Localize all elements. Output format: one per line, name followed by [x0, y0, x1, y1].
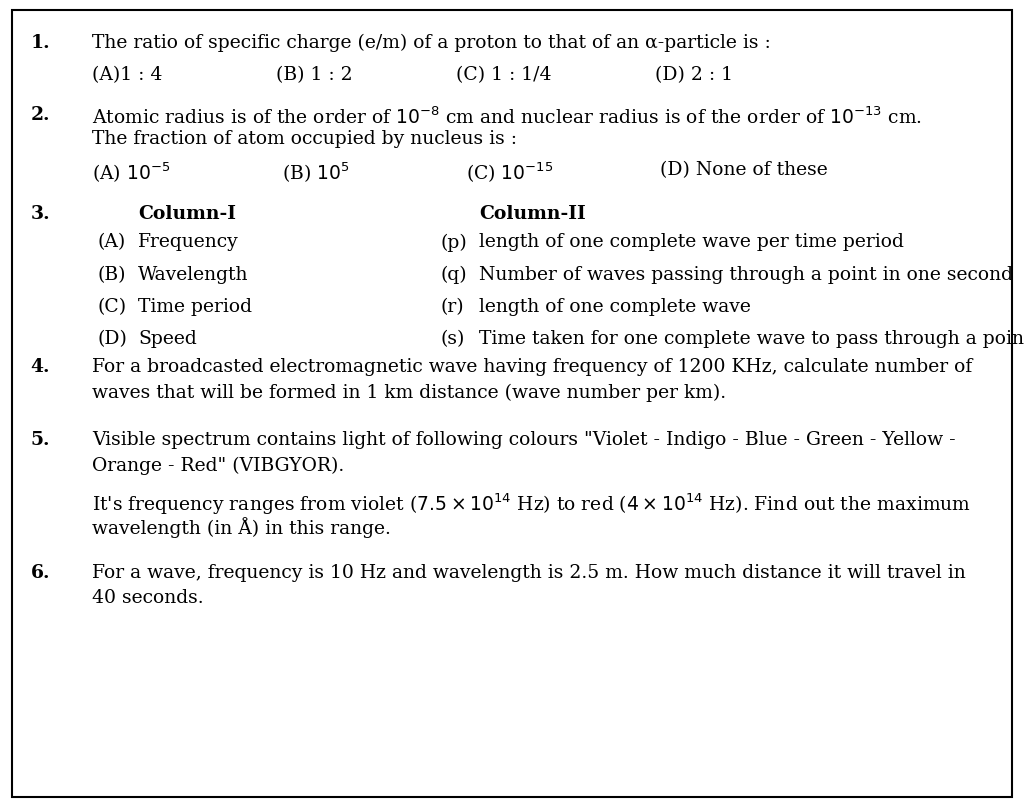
Text: (D) None of these: (D) None of these	[660, 161, 828, 179]
Text: 4.: 4.	[31, 358, 50, 376]
Text: waves that will be formed in 1 km distance (wave number per km).: waves that will be formed in 1 km distan…	[92, 384, 726, 402]
Text: (C): (C)	[97, 298, 126, 316]
Text: length of one complete wave: length of one complete wave	[479, 298, 752, 316]
Text: Time taken for one complete wave to pass through a point.: Time taken for one complete wave to pass…	[479, 330, 1024, 348]
Text: Frequency: Frequency	[138, 233, 239, 251]
Text: (C) $10^{-15}$: (C) $10^{-15}$	[466, 161, 553, 185]
Text: 3.: 3.	[31, 205, 50, 223]
Text: (B): (B)	[97, 266, 126, 283]
Text: Orange - Red" (VIBGYOR).: Orange - Red" (VIBGYOR).	[92, 456, 344, 475]
Text: The fraction of atom occupied by nucleus is :: The fraction of atom occupied by nucleus…	[92, 130, 517, 148]
Text: (s): (s)	[440, 330, 465, 348]
Text: 40 seconds.: 40 seconds.	[92, 589, 204, 607]
Text: length of one complete wave per time period: length of one complete wave per time per…	[479, 233, 904, 251]
Text: Number of waves passing through a point in one second: Number of waves passing through a point …	[479, 266, 1013, 283]
Text: 1.: 1.	[31, 34, 50, 52]
Text: It's frequency ranges from violet ($7.5 \times 10^{14}$ Hz) to red ($4 \times 10: It's frequency ranges from violet ($7.5 …	[92, 491, 971, 517]
Text: Wavelength: Wavelength	[138, 266, 249, 283]
Text: (q): (q)	[440, 266, 467, 284]
Text: Column-II: Column-II	[479, 205, 586, 223]
Text: wavelength (in Å) in this range.: wavelength (in Å) in this range.	[92, 517, 391, 538]
Text: The ratio of specific charge (e/m) of a proton to that of an α-particle is :: The ratio of specific charge (e/m) of a …	[92, 34, 771, 52]
Text: (B) $10^{5}$: (B) $10^{5}$	[282, 161, 349, 185]
Text: Column-I: Column-I	[138, 205, 237, 223]
Text: (D): (D)	[97, 330, 127, 348]
Text: Visible spectrum contains light of following colours "Violet - Indigo - Blue - G: Visible spectrum contains light of follo…	[92, 431, 955, 448]
Text: (r): (r)	[440, 298, 464, 316]
Text: Atomic radius is of the order of $10^{-8}$ cm and nuclear radius is of the order: Atomic radius is of the order of $10^{-8…	[92, 106, 923, 128]
Text: For a broadcasted electromagnetic wave having frequency of 1200 KHz, calculate n: For a broadcasted electromagnetic wave h…	[92, 358, 973, 376]
Text: (p): (p)	[440, 233, 467, 252]
Text: (B) 1 : 2: (B) 1 : 2	[276, 66, 353, 84]
Text: 2.: 2.	[31, 106, 50, 124]
Text: For a wave, frequency is 10 Hz and wavelength is 2.5 m. How much distance it wil: For a wave, frequency is 10 Hz and wavel…	[92, 564, 966, 581]
Text: (A) $10^{-5}$: (A) $10^{-5}$	[92, 161, 170, 185]
Text: Speed: Speed	[138, 330, 197, 348]
Text: (D) 2 : 1: (D) 2 : 1	[655, 66, 733, 84]
Text: (A): (A)	[97, 233, 126, 251]
Text: (A)1 : 4: (A)1 : 4	[92, 66, 163, 84]
Text: Time period: Time period	[138, 298, 252, 316]
Text: 5.: 5.	[31, 431, 50, 448]
Text: (C) 1 : 1/4: (C) 1 : 1/4	[456, 66, 551, 84]
Text: 6.: 6.	[31, 564, 50, 581]
